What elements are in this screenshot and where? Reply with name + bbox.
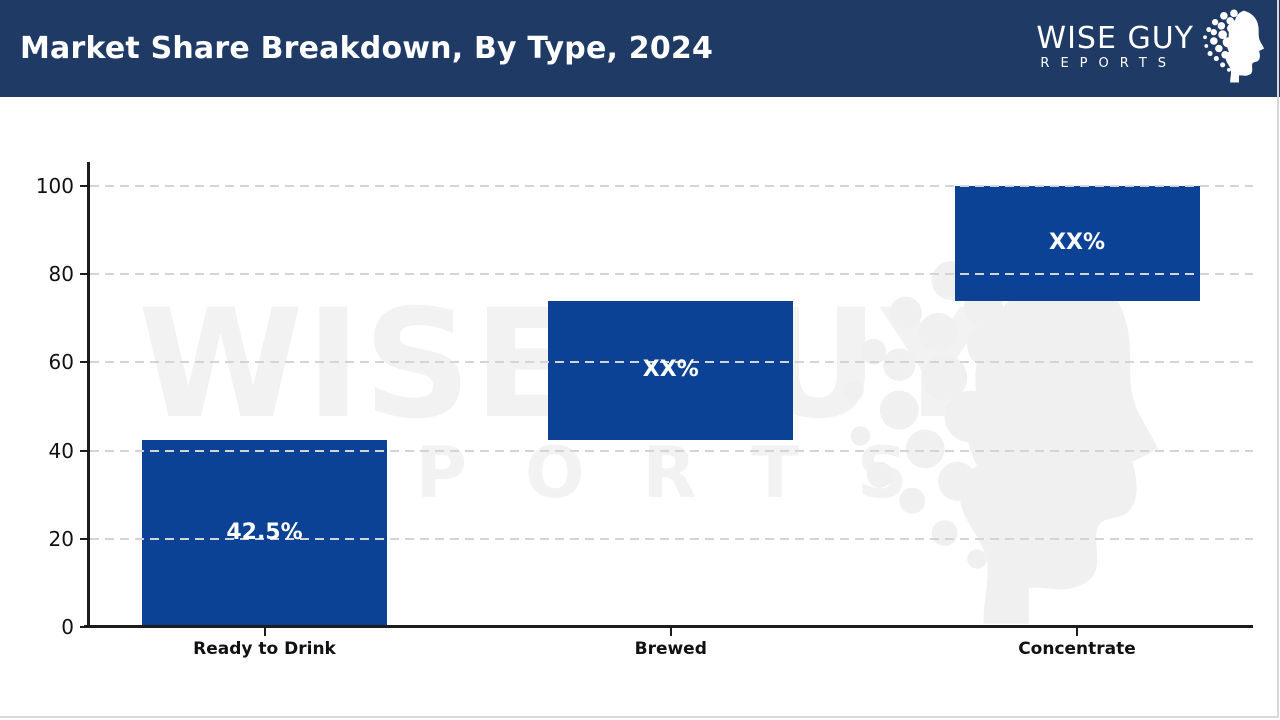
- x-axis-category-label: Ready to Drink: [193, 639, 336, 659]
- gridline: [90, 449, 1253, 452]
- y-axis-tick-label: 0: [61, 615, 74, 639]
- gridline: [90, 185, 1253, 187]
- x-axis-category-label: Brewed: [634, 639, 707, 659]
- bar-value-label: 42.5%: [226, 520, 303, 546]
- logo-head-icon: [1203, 9, 1265, 83]
- y-axis-tick-label: 20: [48, 526, 74, 551]
- y-axis-tick-label: 80: [48, 262, 74, 287]
- logo-text: WISE GUY REPORTS: [1036, 22, 1194, 71]
- x-axis-category-label: Concentrate: [1018, 639, 1136, 659]
- y-axis-tick-label: 40: [48, 438, 74, 463]
- bar-ready-to-drink: [142, 439, 387, 627]
- y-axis-tick-label: 60: [48, 350, 74, 375]
- gridline: [90, 537, 1253, 540]
- bar-value-label: XX%: [642, 357, 699, 383]
- y-axis-tick: [80, 449, 88, 452]
- y-axis-tick: [80, 361, 88, 364]
- y-axis-tick-label: 100: [35, 174, 74, 198]
- gridline: [90, 273, 1253, 276]
- page-title: Market Share Breakdown, By Type, 2024: [20, 31, 714, 66]
- wiseguy-logo: WISE GUY REPORTS: [1036, 6, 1266, 86]
- bar-brewed: [548, 300, 794, 440]
- y-axis-tick: [80, 537, 88, 540]
- header: Market Share Breakdown, By Type, 2024 WI…: [0, 0, 1280, 97]
- x-axis-tick: [669, 628, 672, 636]
- logo-wordmark: WISE GUY: [1036, 20, 1194, 56]
- x-axis-spine: [84, 625, 1253, 628]
- y-axis-tick: [80, 273, 88, 276]
- gridline: [90, 361, 1253, 364]
- y-axis-tick: [80, 626, 88, 628]
- y-axis-spine: [87, 162, 90, 628]
- y-axis-tick: [80, 185, 88, 187]
- x-axis-tick: [1076, 628, 1078, 636]
- bar-value-label: XX%: [1049, 230, 1105, 256]
- logo-subtext: REPORTS: [1040, 55, 1178, 71]
- x-axis-tick: [263, 628, 266, 636]
